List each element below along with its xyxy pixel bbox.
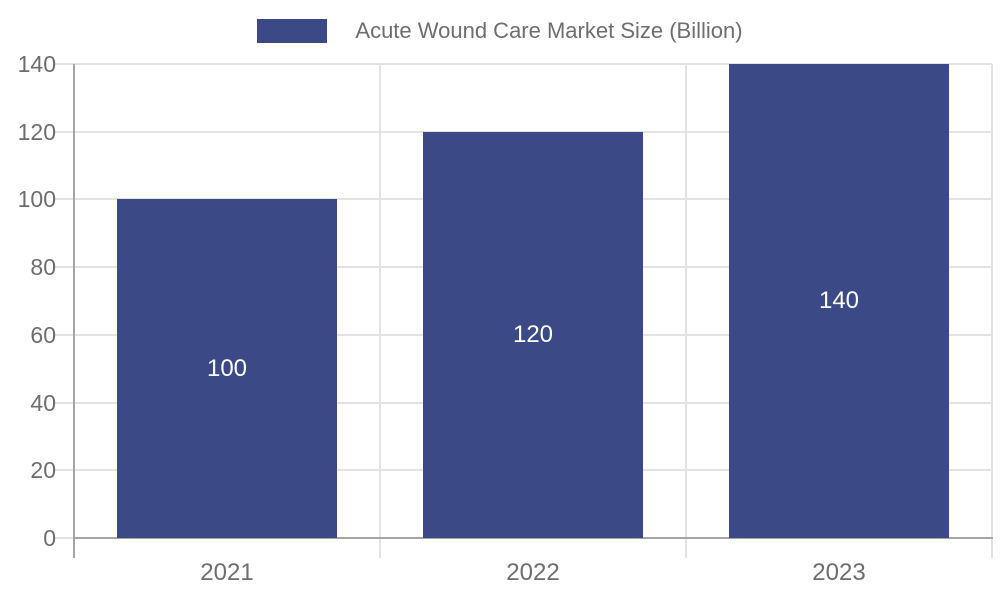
y-axis-tick — [54, 333, 74, 336]
y-axis-tick-label: 60 — [30, 321, 56, 348]
y-axis-tick-label: 140 — [17, 51, 56, 77]
bar-2021[interactable] — [117, 199, 337, 538]
y-axis-tick — [54, 537, 74, 539]
legend-swatch — [257, 19, 328, 43]
gridline-vertical — [991, 64, 993, 538]
x-axis-tick — [379, 538, 381, 558]
x-axis-tick — [991, 538, 993, 558]
x-axis-tick-label: 2021 — [200, 559, 254, 586]
x-axis-line — [73, 537, 993, 539]
gridline-vertical — [685, 64, 687, 538]
y-axis-tick — [54, 130, 74, 133]
y-axis-line — [73, 64, 75, 558]
gridline-vertical — [379, 64, 381, 538]
x-axis-tick-label: 2023 — [812, 559, 866, 586]
y-axis-tick-label: 0 — [43, 525, 56, 551]
y-axis-tick-label: 20 — [30, 457, 56, 484]
y-axis-tick-label: 120 — [17, 118, 56, 145]
x-axis-tick — [685, 538, 687, 558]
gridline-horizontal — [74, 63, 992, 65]
y-axis-tick — [54, 63, 74, 65]
legend-label: Acute Wound Care Market Size (Billion) — [355, 18, 743, 43]
y-axis-tick-label: 40 — [30, 389, 56, 416]
bar-2022[interactable] — [423, 131, 643, 538]
x-axis-tick-label: 2022 — [506, 559, 560, 586]
y-axis-tick-label: 100 — [17, 186, 56, 213]
y-axis-tick — [54, 266, 74, 269]
y-axis-tick — [54, 401, 74, 404]
legend-item[interactable]: Acute Wound Care Market Size (Billion) — [0, 19, 1000, 43]
y-axis-tick — [54, 198, 74, 201]
y-axis-tick-label: 80 — [30, 254, 56, 281]
bar-2023[interactable] — [729, 64, 949, 538]
y-axis-tick — [54, 469, 74, 472]
